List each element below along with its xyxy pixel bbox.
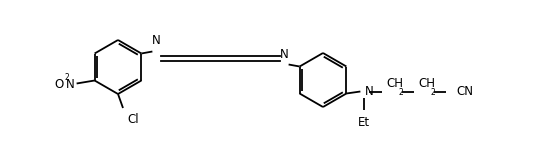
Text: N: N — [152, 35, 161, 47]
Text: 2: 2 — [399, 88, 403, 97]
Text: 2: 2 — [65, 73, 69, 82]
Text: Et: Et — [358, 116, 371, 128]
Text: CH: CH — [418, 76, 435, 89]
Text: O: O — [54, 78, 63, 91]
Text: 2: 2 — [430, 88, 435, 97]
Text: N: N — [66, 78, 75, 91]
Text: N: N — [280, 47, 289, 60]
Text: N: N — [365, 85, 373, 98]
Text: Cl: Cl — [127, 113, 139, 126]
Text: CH: CH — [386, 76, 404, 89]
Text: CN: CN — [456, 85, 473, 98]
